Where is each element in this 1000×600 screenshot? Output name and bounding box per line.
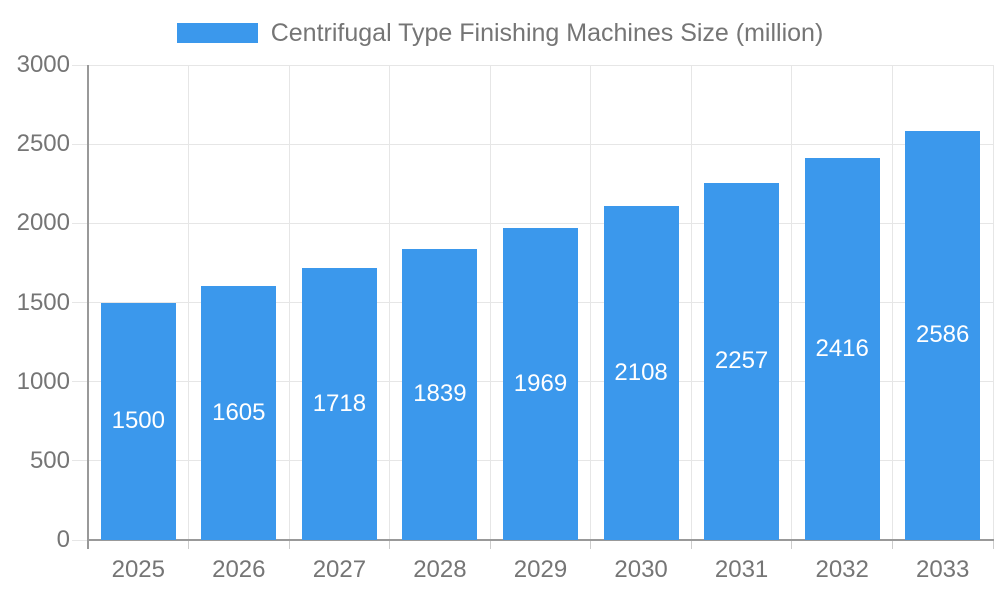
y-axis-tick-label: 2000 xyxy=(16,209,70,237)
x-gridline xyxy=(489,65,491,540)
x-axis-tick-mark xyxy=(690,540,692,549)
bar-value-label: 1605 xyxy=(212,398,266,426)
x-axis-tick-mark xyxy=(992,540,994,549)
x-axis-tick-mark xyxy=(791,540,793,549)
bar-2033 xyxy=(905,130,981,540)
y-axis-tick-label: 1000 xyxy=(16,367,70,395)
y-axis-tick-label: 2500 xyxy=(16,130,70,158)
x-gridline xyxy=(389,65,391,540)
x-axis-tick-mark xyxy=(489,540,491,549)
x-axis-tick-label: 2033 xyxy=(915,556,970,583)
x-gridline xyxy=(791,65,793,540)
x-axis-line xyxy=(87,539,994,541)
y-axis-line xyxy=(87,65,89,549)
x-axis-tick-label: 2027 xyxy=(312,556,367,583)
bar-value-label: 2586 xyxy=(915,321,970,349)
bar-2031 xyxy=(704,182,780,540)
x-axis-tick-label: 2032 xyxy=(815,556,869,583)
bar-value-label: 1839 xyxy=(413,380,467,408)
bar-value-label: 1500 xyxy=(111,407,165,435)
x-axis-tick-mark xyxy=(590,540,592,549)
bar-value-label: 2416 xyxy=(815,334,869,362)
bar-2029 xyxy=(503,228,578,540)
bar-2032 xyxy=(804,157,880,540)
legend-swatch xyxy=(176,23,258,43)
x-axis-tick-mark xyxy=(188,540,190,549)
y-axis-tick-label: 500 xyxy=(29,446,70,474)
x-gridline xyxy=(590,65,592,540)
x-axis-tick-label: 2030 xyxy=(614,556,668,583)
x-gridline xyxy=(288,65,290,540)
bar-2028 xyxy=(402,248,478,540)
bar-value-label: 1969 xyxy=(513,370,568,398)
x-axis-tick-label: 2026 xyxy=(212,556,266,583)
x-axis-tick-label: 2025 xyxy=(111,556,165,583)
bar-value-label: 2108 xyxy=(614,359,668,387)
x-axis-tick-mark xyxy=(389,540,391,549)
x-gridline xyxy=(891,65,893,540)
y-axis-tick-label: 1500 xyxy=(16,288,70,316)
x-axis-tick-label: 2029 xyxy=(513,556,568,583)
bar-2030 xyxy=(603,206,679,540)
y-axis-tick-label: 0 xyxy=(56,526,70,553)
x-axis-tick-mark xyxy=(288,540,290,549)
x-axis-tick-mark xyxy=(891,540,893,549)
y-gridline xyxy=(72,222,993,224)
legend-item[interactable]: Centrifugal Type Finishing Machines Size… xyxy=(0,13,1000,53)
x-axis-tick-label: 2028 xyxy=(413,556,467,583)
bar-2026 xyxy=(201,285,277,540)
bar-value-label: 1718 xyxy=(312,390,367,417)
bar-2027 xyxy=(301,268,377,540)
bar-2025 xyxy=(100,302,176,540)
y-axis-tick-label: 3000 xyxy=(16,51,70,78)
x-gridline xyxy=(188,65,190,540)
y-gridline xyxy=(72,64,993,66)
y-gridline xyxy=(72,143,993,145)
x-gridline xyxy=(690,65,692,540)
bar-value-label: 2257 xyxy=(714,347,769,375)
legend-label: Centrifugal Type Finishing Machines Size… xyxy=(270,18,824,47)
x-axis-tick-label: 2031 xyxy=(714,556,769,583)
x-gridline xyxy=(992,65,994,540)
